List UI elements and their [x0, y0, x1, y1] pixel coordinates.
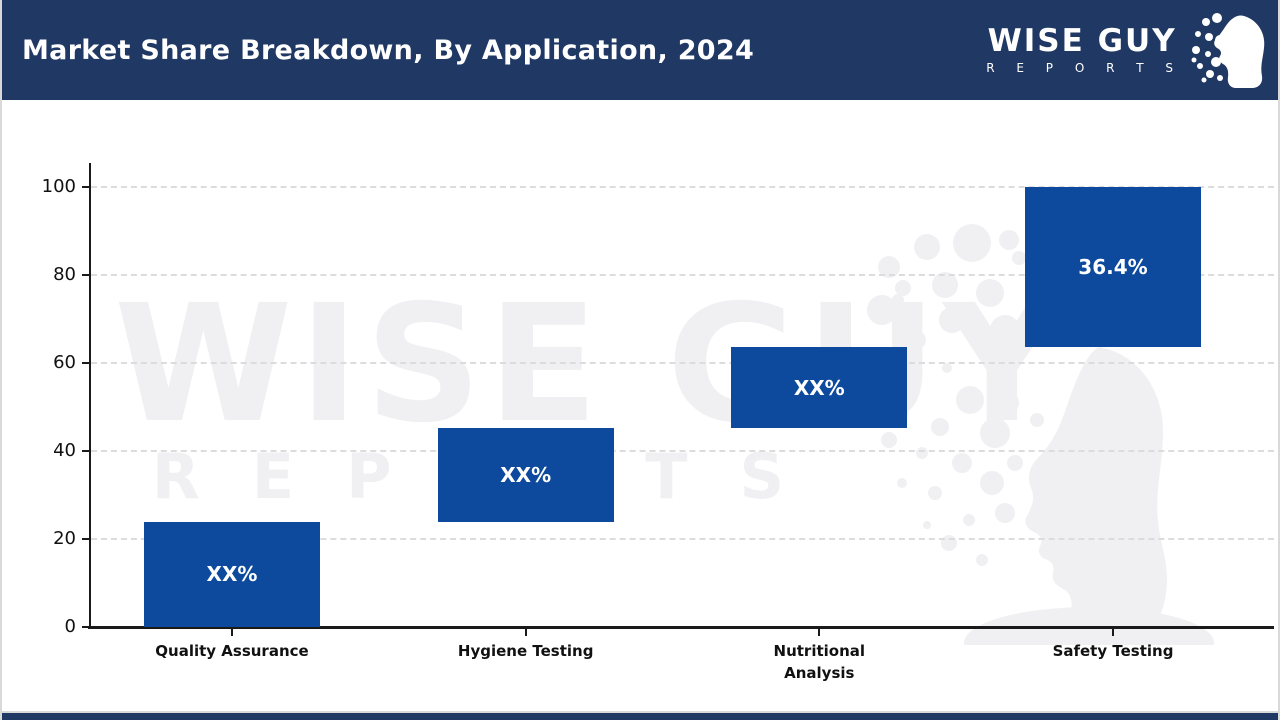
footer-bar: [2, 713, 1278, 720]
chart-title: Market Share Breakdown, By Application, …: [22, 34, 755, 66]
gridline: [91, 274, 1274, 276]
brand-logo: WISE GUY R E P O R T S: [982, 10, 1272, 90]
watermark-face-pattern: [867, 224, 1214, 645]
gridline: [91, 538, 1274, 540]
gridline: [91, 186, 1274, 188]
x-axis-tick: [231, 629, 233, 636]
logo-name: WISE GUY: [987, 22, 1177, 59]
y-tick-label: 0: [64, 616, 76, 637]
x-tick-label: Nutritional Analysis: [773, 642, 866, 682]
x-axis-tick: [818, 629, 821, 636]
bar-value-label: XX%: [500, 462, 552, 487]
bar: XX%: [731, 347, 908, 429]
bar: XX%: [437, 428, 614, 522]
y-axis-tick: [82, 538, 89, 540]
x-tick-label: Hygiene Testing: [457, 642, 594, 660]
y-tick-label: 80: [53, 264, 76, 285]
y-axis-tick: [82, 450, 89, 452]
x-axis-tick: [1112, 629, 1114, 636]
x-tick-label: Quality Assurance: [155, 642, 309, 660]
y-tick-label: 60: [53, 352, 76, 373]
y-tick-label: 20: [53, 528, 76, 549]
y-axis-tick: [82, 274, 89, 276]
logo-tagline: R E P O R T S: [986, 60, 1182, 75]
y-tick-label: 100: [41, 176, 76, 197]
y-axis-line: [89, 163, 91, 628]
footer-divider: [2, 711, 1278, 713]
gridline: [91, 450, 1274, 452]
logo-face-icon: [1191, 13, 1265, 89]
x-tick-label: Safety Testing: [1052, 642, 1174, 660]
y-axis-tick: [82, 186, 89, 188]
y-axis-tick: [82, 626, 89, 628]
gridline: [91, 362, 1274, 364]
y-tick-label: 40: [53, 440, 76, 461]
bar: XX%: [144, 521, 320, 627]
bar: 36.4%: [1025, 187, 1201, 348]
header: Market Share Breakdown, By Application, …: [2, 0, 1278, 100]
bar-value-label: 36.4%: [1078, 255, 1148, 280]
bar-value-label: XX%: [793, 375, 845, 400]
bar-value-label: XX%: [206, 562, 258, 587]
x-axis-line: [88, 626, 1274, 629]
y-axis-tick: [82, 362, 89, 364]
x-axis-tick: [524, 629, 527, 636]
